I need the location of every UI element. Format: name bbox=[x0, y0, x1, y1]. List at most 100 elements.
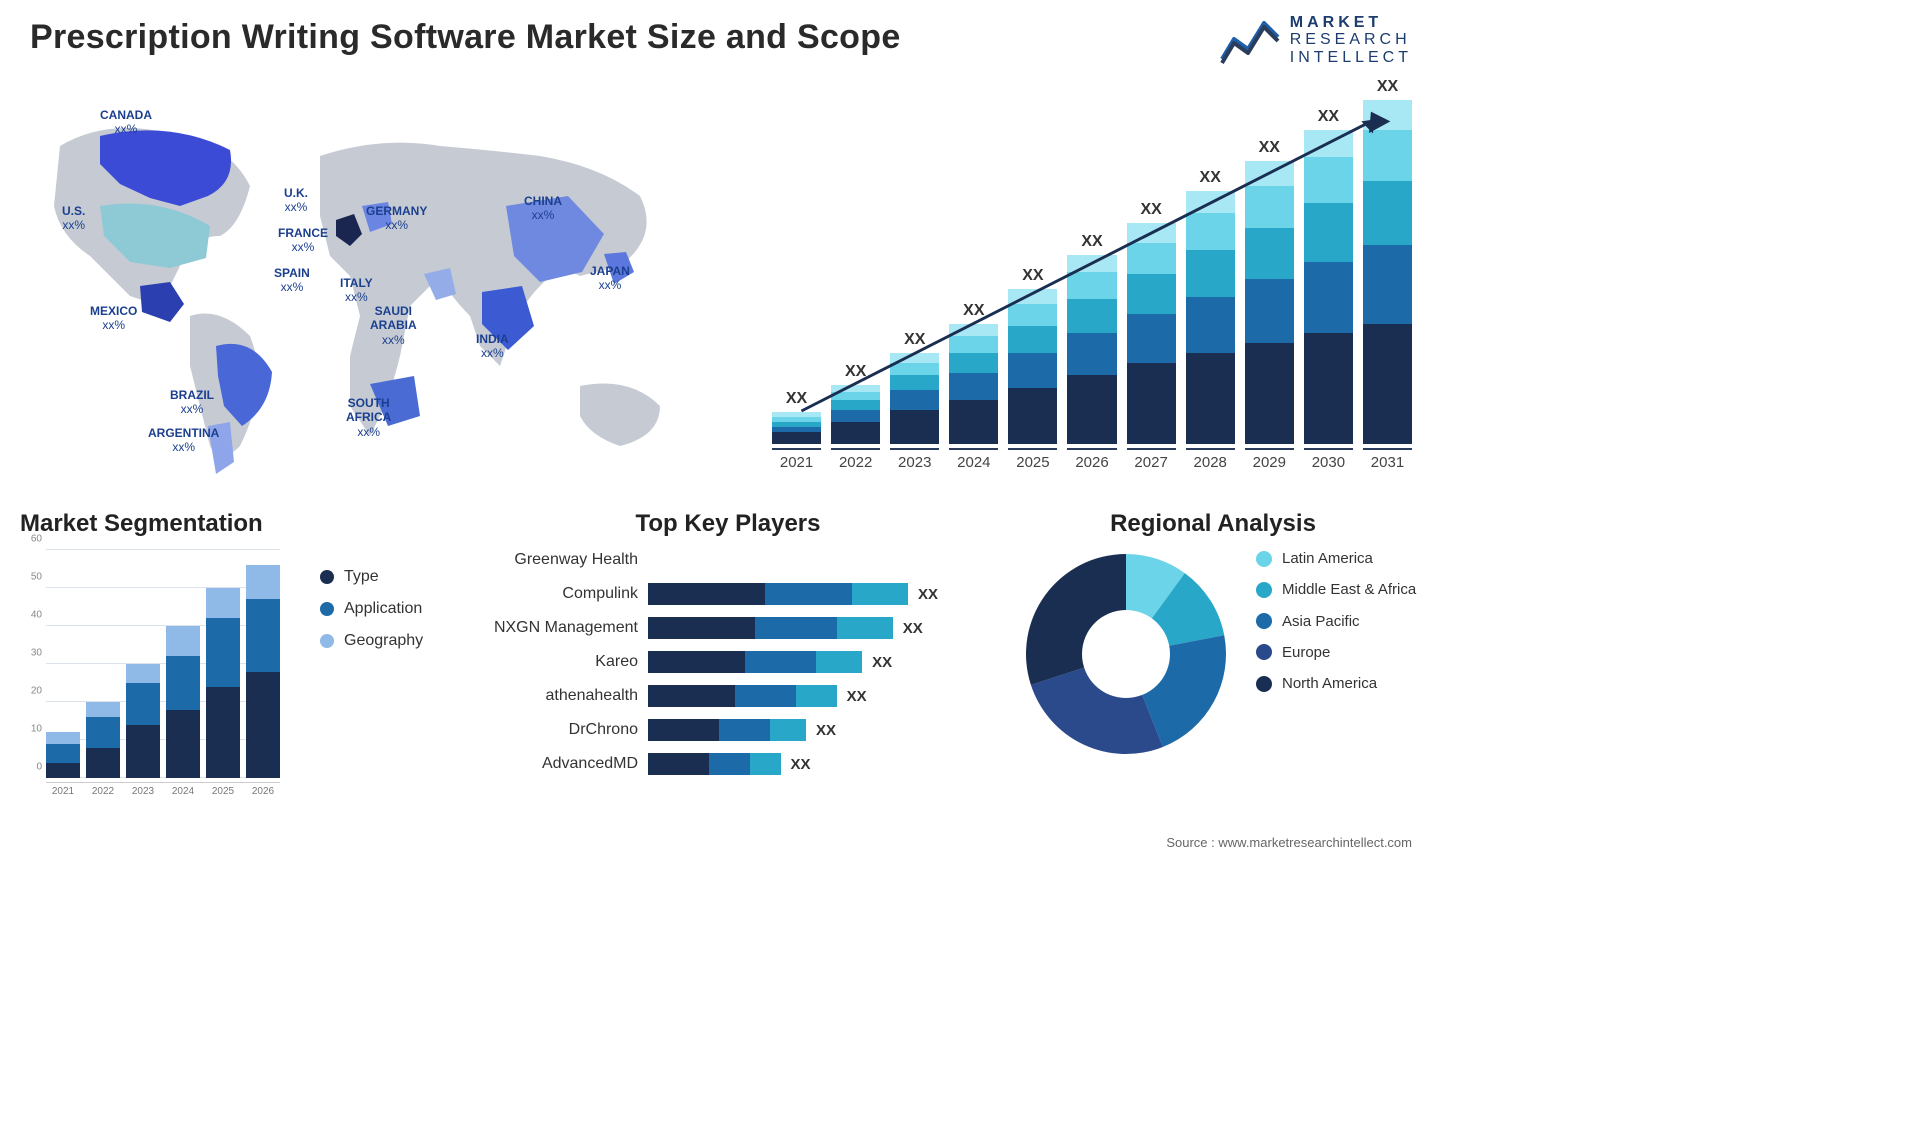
seg-bar-segment bbox=[46, 763, 80, 778]
seg-bar bbox=[86, 702, 120, 778]
growth-xaxis-label: 2028 bbox=[1186, 448, 1235, 470]
seg-bar-segment bbox=[166, 626, 200, 656]
seg-bar bbox=[206, 588, 240, 778]
player-name: AdvancedMD bbox=[478, 755, 648, 773]
player-bar-segment bbox=[735, 685, 796, 707]
player-bar bbox=[648, 651, 862, 673]
logo-line2: RESEARCH bbox=[1290, 31, 1412, 48]
growth-bar-segment bbox=[949, 400, 998, 444]
seg-ylabel: 30 bbox=[20, 648, 42, 659]
region-legend-label: Middle East & Africa bbox=[1282, 581, 1416, 598]
segmentation-title: Market Segmentation bbox=[20, 510, 450, 538]
growth-bar-segment bbox=[1186, 353, 1235, 444]
player-name: Kareo bbox=[478, 653, 648, 671]
player-value: XX bbox=[903, 620, 923, 637]
growth-bar-segment bbox=[1304, 333, 1353, 444]
growth-bar-segment bbox=[1067, 375, 1116, 444]
growth-bar-segment bbox=[1245, 279, 1294, 343]
seg-ylabel: 10 bbox=[20, 724, 42, 735]
growth-bar-segment bbox=[1067, 255, 1116, 272]
growth-xaxis-label: 2026 bbox=[1067, 448, 1116, 470]
swatch-icon bbox=[1256, 613, 1272, 629]
growth-bar-value: XX bbox=[1259, 139, 1280, 157]
segmentation-panel: Market Segmentation 0102030405060 202120… bbox=[20, 510, 450, 800]
seg-xaxis-label: 2023 bbox=[126, 783, 160, 800]
player-row: KareoXX bbox=[478, 648, 978, 676]
growth-bar-segment bbox=[1008, 326, 1057, 353]
player-bar bbox=[648, 617, 893, 639]
growth-bar-segment bbox=[890, 390, 939, 410]
growth-bar-value: XX bbox=[1081, 233, 1102, 251]
seg-bar-segment bbox=[246, 672, 280, 778]
player-bar-segment bbox=[648, 651, 745, 673]
seg-ylabel: 0 bbox=[20, 762, 42, 773]
growth-xaxis-label: 2031 bbox=[1363, 448, 1412, 470]
seg-legend-item: Type bbox=[320, 568, 423, 586]
player-bar bbox=[648, 583, 908, 605]
player-bar bbox=[648, 753, 781, 775]
seg-bar-segment bbox=[206, 618, 240, 686]
player-name: DrChrono bbox=[478, 721, 648, 739]
seg-xaxis-label: 2026 bbox=[246, 783, 280, 800]
growth-bar: XX bbox=[1186, 169, 1235, 444]
seg-bar-segment bbox=[246, 565, 280, 599]
player-row: CompulinkXX bbox=[478, 580, 978, 608]
region-legend-item: Asia Pacific bbox=[1256, 613, 1416, 630]
growth-bar-segment bbox=[1186, 297, 1235, 354]
seg-legend-label: Type bbox=[344, 568, 379, 586]
seg-xaxis-label: 2022 bbox=[86, 783, 120, 800]
growth-bar-segment bbox=[890, 363, 939, 375]
seg-ylabel: 60 bbox=[20, 534, 42, 545]
growth-bar-segment bbox=[831, 385, 880, 392]
growth-bar-segment bbox=[1008, 304, 1057, 326]
world-map: CANADAxx%U.S.xx%MEXICOxx%BRAZILxx%ARGENT… bbox=[20, 86, 720, 486]
player-row: athenahealthXX bbox=[478, 682, 978, 710]
seg-xaxis-label: 2025 bbox=[206, 783, 240, 800]
growth-bar-segment bbox=[1304, 157, 1353, 204]
map-label: U.K.xx% bbox=[284, 186, 308, 215]
growth-bar-value: XX bbox=[786, 390, 807, 408]
growth-bar-segment bbox=[1245, 161, 1294, 186]
growth-bar-segment bbox=[1127, 223, 1176, 243]
seg-bar-segment bbox=[126, 683, 160, 725]
swatch-icon bbox=[320, 570, 334, 584]
seg-bar-segment bbox=[126, 725, 160, 778]
player-bar-segment bbox=[709, 753, 750, 775]
growth-bar-segment bbox=[831, 410, 880, 422]
player-bar bbox=[648, 719, 806, 741]
growth-bar-value: XX bbox=[963, 302, 984, 320]
seg-bar-segment bbox=[166, 710, 200, 778]
seg-bar-segment bbox=[246, 599, 280, 671]
growth-bar: XX bbox=[831, 363, 880, 444]
brand-logo: MARKET RESEARCH INTELLECT bbox=[1220, 14, 1412, 66]
map-label: MEXICOxx% bbox=[90, 304, 137, 333]
map-label: FRANCExx% bbox=[278, 226, 328, 255]
logo-mark-icon bbox=[1220, 15, 1280, 65]
growth-bar-segment bbox=[949, 373, 998, 400]
map-label: JAPANxx% bbox=[590, 264, 630, 293]
player-name: NXGN Management bbox=[478, 619, 648, 637]
growth-bar-value: XX bbox=[904, 331, 925, 349]
logo-line1: MARKET bbox=[1290, 14, 1412, 31]
growth-xaxis-label: 2030 bbox=[1304, 448, 1353, 470]
growth-bar-segment bbox=[1127, 274, 1176, 313]
region-legend-label: Europe bbox=[1282, 644, 1330, 661]
regional-donut bbox=[1016, 544, 1236, 764]
growth-bar-segment bbox=[1067, 333, 1116, 375]
player-bar-segment bbox=[648, 685, 735, 707]
player-bar-segment bbox=[796, 685, 837, 707]
segmentation-chart: 0102030405060 202120222023202420252026 bbox=[20, 550, 280, 800]
player-bar-segment bbox=[816, 651, 862, 673]
growth-bar-segment bbox=[1363, 324, 1412, 444]
player-row: DrChronoXX bbox=[478, 716, 978, 744]
swatch-icon bbox=[1256, 582, 1272, 598]
seg-bar-segment bbox=[166, 656, 200, 709]
seg-bar-segment bbox=[126, 664, 160, 683]
player-bar-segment bbox=[770, 719, 806, 741]
map-label: CANADAxx% bbox=[100, 108, 152, 137]
seg-bar bbox=[46, 732, 80, 778]
growth-bar-segment bbox=[1304, 203, 1353, 262]
seg-bar bbox=[166, 626, 200, 778]
growth-bar-segment bbox=[1245, 228, 1294, 280]
region-legend-item: North America bbox=[1256, 675, 1416, 692]
